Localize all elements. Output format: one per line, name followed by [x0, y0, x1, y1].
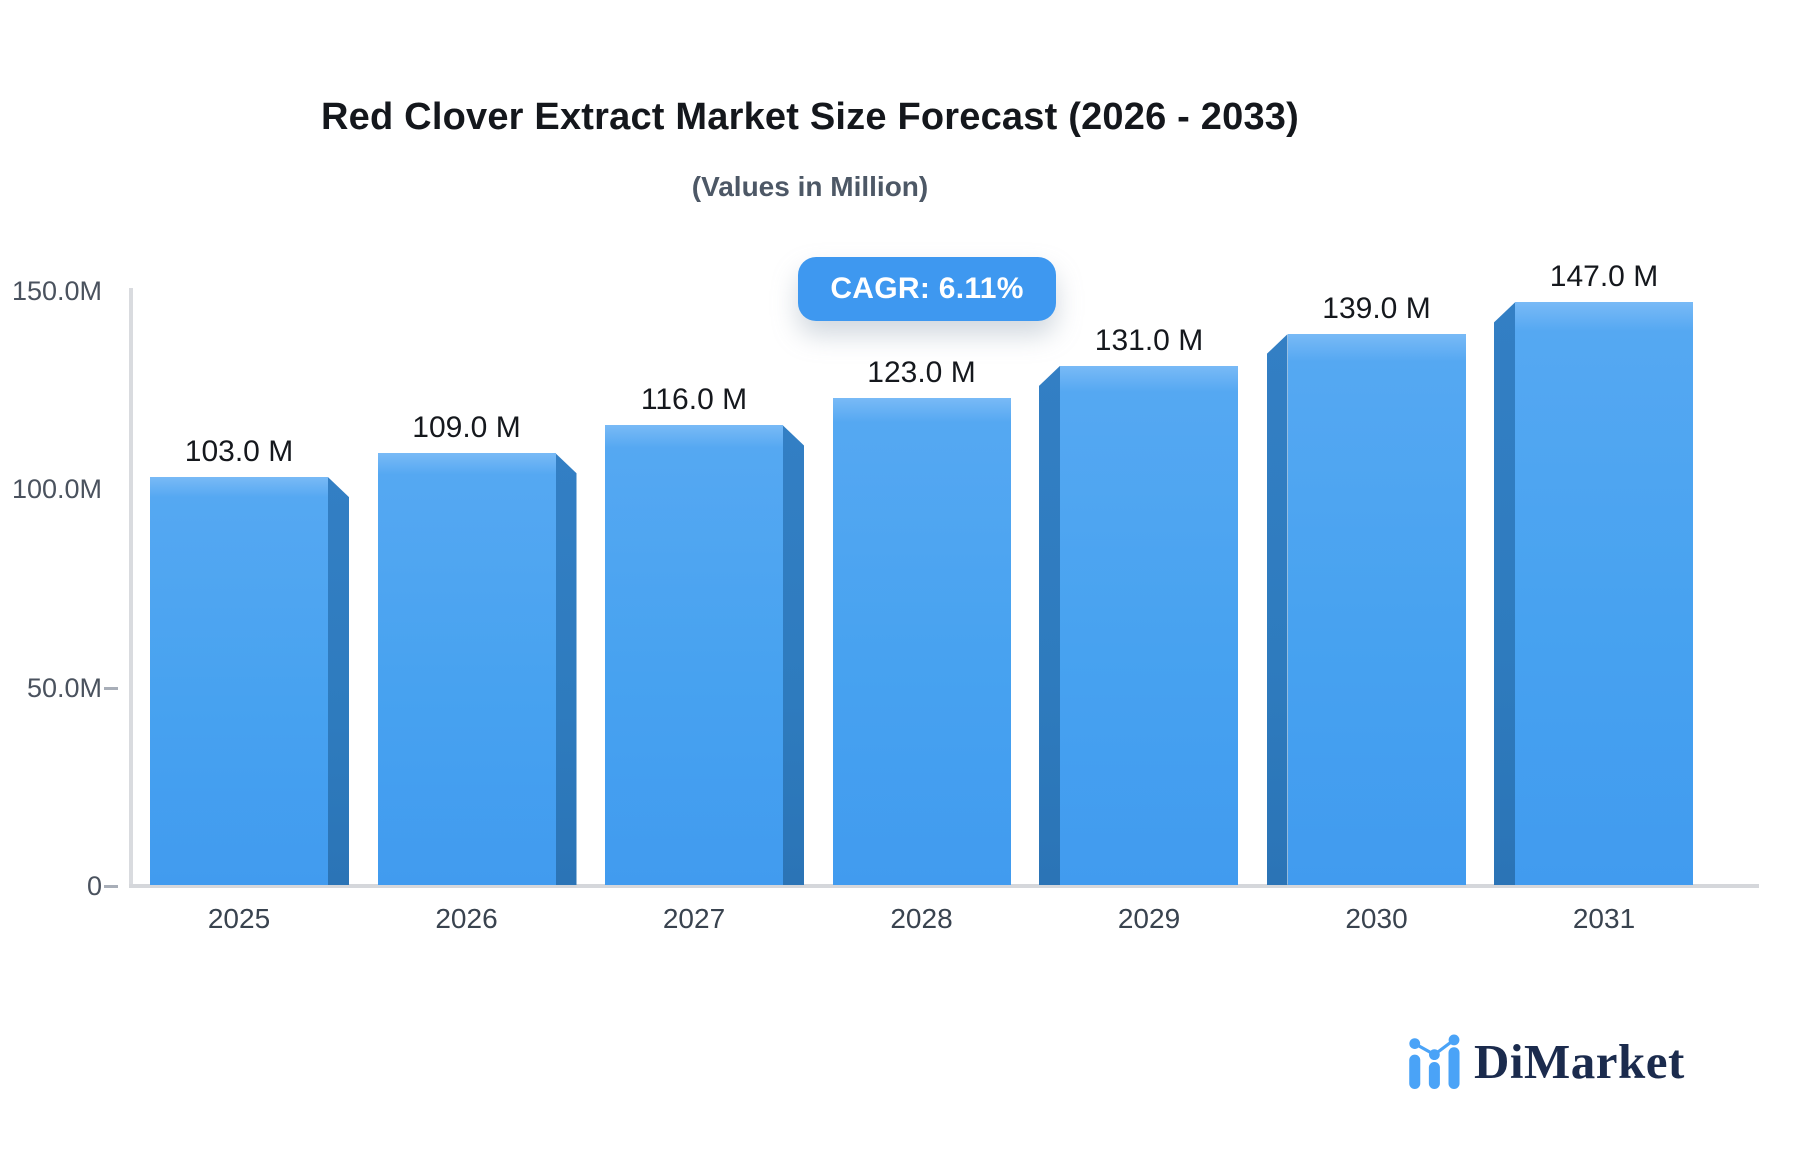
bar-2026-3d-side	[555, 453, 577, 885]
x-tick-label-2031: 2031	[1572, 903, 1636, 934]
bar-value-label-2029: 131.0 M	[1094, 323, 1204, 357]
bar-value-label-2031: 147.0 M	[1549, 260, 1659, 294]
bar-2030[interactable]	[1287, 334, 1466, 885]
bar-2028[interactable]	[832, 397, 1011, 885]
y-tick-label-150.0M: 150.0M	[11, 275, 102, 306]
brand-watermark: DiMarket	[1408, 1034, 1685, 1090]
bar-chart-sparkline-icon	[1409, 1034, 1460, 1089]
y-tick-mark-0	[104, 885, 118, 888]
bar-value-label-2025: 103.0 M	[184, 435, 294, 469]
x-tick-label-2027: 2027	[662, 903, 726, 934]
bar-value-label-2026: 109.0 M	[412, 411, 521, 445]
bar-value-label-2028: 123.0 M	[867, 355, 976, 389]
bar-2025-3d-side	[328, 477, 349, 885]
bar-2026[interactable]	[377, 453, 556, 885]
chart-title: Red Clover Extract Market Size Forecast …	[321, 96, 1299, 138]
bar-value-label-2030: 139.0 M	[1322, 292, 1431, 326]
x-tick-label-2030: 2030	[1345, 903, 1408, 934]
cagr-badge-label: CAGR: 6.11%	[830, 272, 1024, 305]
bar-2027-3d-side	[783, 425, 804, 885]
bar-2027[interactable]	[605, 425, 783, 885]
bar-2031-3d-side	[1494, 302, 1515, 885]
x-tick-label-2029: 2029	[1117, 903, 1181, 934]
bar-2029[interactable]	[1060, 365, 1238, 885]
y-tick-label-0: 0	[86, 871, 102, 901]
x-tick-label-2025: 2025	[207, 903, 271, 934]
bar-value-label-2027: 116.0 M	[640, 383, 748, 417]
y-tick-label-50.0M: 50.0M	[26, 672, 102, 703]
x-tick-label-2026: 2026	[435, 903, 498, 934]
cagr-badge: CAGR: 6.11%	[798, 257, 1056, 321]
y-tick-mark-50.0M	[104, 686, 118, 690]
x-tick-label-2028: 2028	[890, 903, 953, 934]
bar-2031[interactable]	[1515, 302, 1693, 885]
brand-name: DiMarket	[1474, 1034, 1685, 1089]
bar-2030-3d-side	[1266, 334, 1288, 885]
bar-2025[interactable]	[150, 477, 328, 885]
y-tick-label-100.0M: 100.0M	[11, 474, 102, 504]
bar-2029-3d-side	[1039, 365, 1060, 885]
x-axis-baseline	[129, 884, 1759, 888]
chart-subtitle: (Values in Million)	[691, 171, 929, 202]
y-axis-line	[129, 288, 133, 888]
